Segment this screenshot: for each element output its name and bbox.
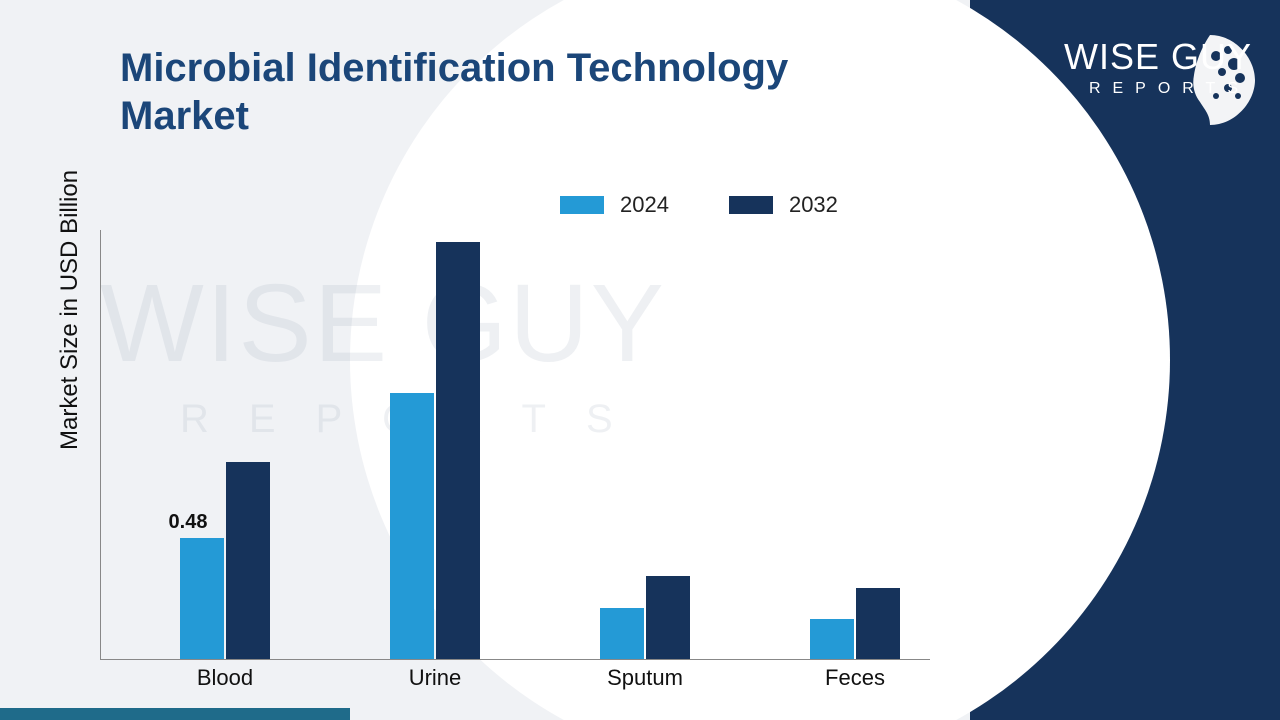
bar-value-label: 0.48 (148, 511, 228, 534)
bar-group: Sputum (600, 576, 690, 659)
legend-swatch-2032 (729, 196, 773, 214)
footer-accent-bar (0, 708, 350, 720)
bar-2032 (226, 462, 270, 659)
bar-2032 (856, 588, 900, 659)
chart-title: Microbial Identification Technology Mark… (120, 44, 820, 140)
bar-2024 (600, 608, 644, 659)
y-axis-line (100, 230, 101, 660)
legend-label: 2032 (789, 192, 838, 218)
bar-2024: 0.48 (180, 538, 224, 659)
legend-label: 2024 (620, 192, 669, 218)
brand-logo-line2: REPORTS (1064, 80, 1252, 98)
brand-logo: WISE GUY REPORTS (1064, 36, 1252, 98)
legend: 2024 2032 (560, 192, 838, 218)
bar-2032 (646, 576, 690, 659)
legend-item-2032: 2032 (729, 192, 838, 218)
bar-2024 (390, 393, 434, 659)
y-axis-label: Market Size in USD Billion (56, 170, 84, 450)
plot-area: 0.48Blood Urine Sputum Feces (100, 230, 930, 660)
bar-2024 (810, 619, 854, 659)
bar-group: Feces (810, 588, 900, 659)
category-label: Urine (335, 665, 535, 691)
category-label: Feces (755, 665, 955, 691)
bar-2032 (436, 242, 480, 659)
bar-group: Urine (390, 242, 480, 659)
brand-logo-line1: WISE GUY (1064, 36, 1252, 78)
legend-swatch-2024 (560, 196, 604, 214)
x-axis-line (100, 659, 930, 660)
bar-group: 0.48Blood (180, 462, 270, 659)
chart-canvas: WISE GUY REPORTS Microbial Identificatio… (0, 0, 1280, 720)
legend-item-2024: 2024 (560, 192, 669, 218)
category-label: Sputum (545, 665, 745, 691)
category-label: Blood (125, 665, 325, 691)
